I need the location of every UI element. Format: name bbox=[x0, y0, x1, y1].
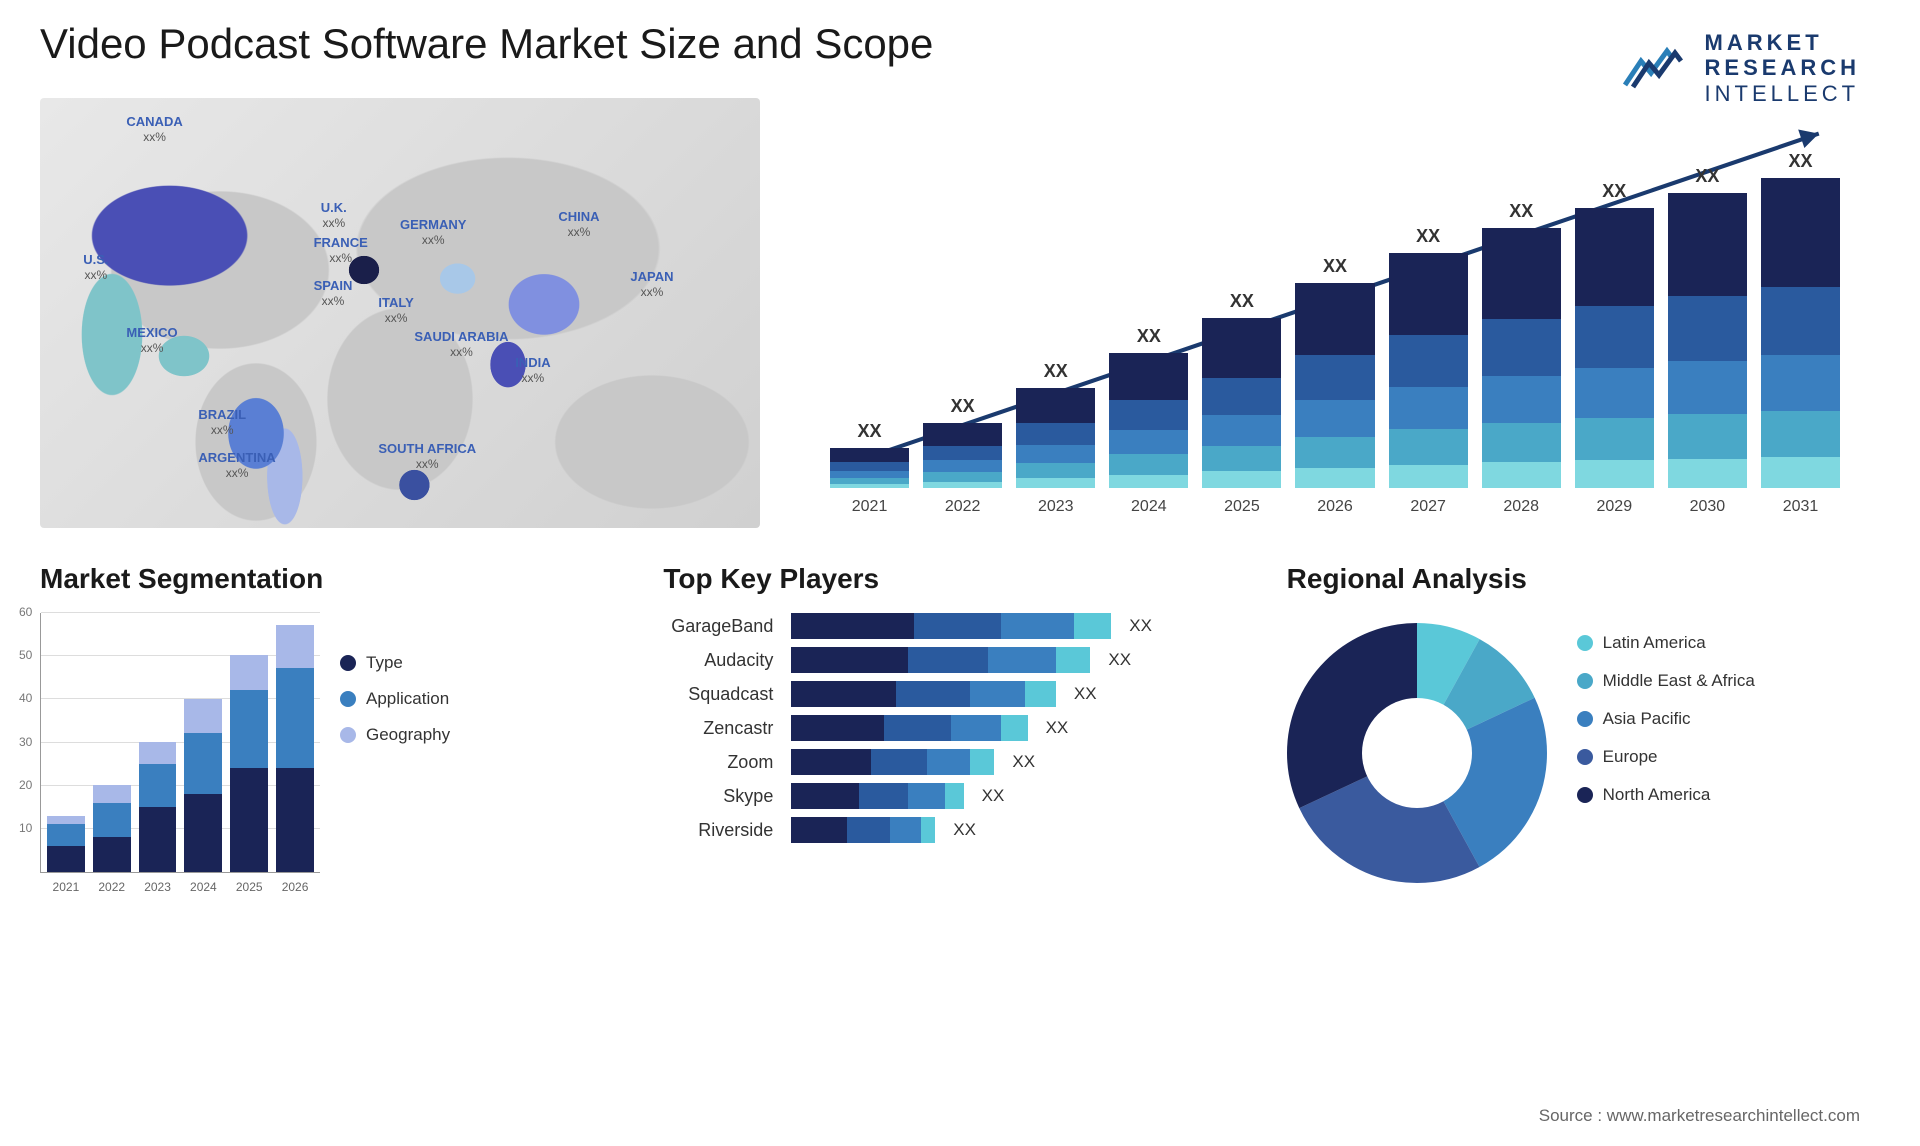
legend-item: North America bbox=[1577, 785, 1755, 805]
map-label: SOUTH AFRICAxx% bbox=[378, 442, 476, 472]
regional-legend: Latin America Middle East & Africa Asia Pa… bbox=[1577, 613, 1755, 805]
legend-item: Geography bbox=[340, 725, 450, 745]
player-row: GarageBandXX bbox=[663, 613, 1256, 639]
world-map-panel: CANADAxx% U.S.xx% MEXICOxx% BRAZILxx% ARGENT… bbox=[40, 98, 760, 528]
segmentation-bar: 2022 bbox=[93, 785, 131, 872]
map-label: SPAINxx% bbox=[314, 279, 353, 309]
segmentation-bar: 2025 bbox=[230, 655, 268, 872]
legend-item: Type bbox=[340, 653, 450, 673]
growth-bar: XX2026 bbox=[1295, 256, 1374, 488]
segmentation-panel: Market Segmentation 10203040506020212022… bbox=[40, 563, 633, 883]
growth-bar: XX2029 bbox=[1575, 181, 1654, 488]
map-label: GERMANYxx% bbox=[400, 218, 466, 248]
legend-item: Middle East & Africa bbox=[1577, 671, 1755, 691]
legend-item: Application bbox=[340, 689, 450, 709]
logo-text: MARKET RESEARCH INTELLECT bbox=[1705, 30, 1860, 106]
map-label: FRANCExx% bbox=[314, 236, 368, 266]
map-label: BRAZILxx% bbox=[198, 408, 246, 438]
players-title: Top Key Players bbox=[663, 563, 1256, 595]
legend-item: Europe bbox=[1577, 747, 1755, 767]
growth-chart-panel: XX2021XX2022XX2023XX2024XX2025XX2026XX20… bbox=[800, 98, 1880, 528]
growth-bar: XX2025 bbox=[1202, 291, 1281, 488]
logo-icon bbox=[1623, 43, 1693, 93]
map-label: JAPANxx% bbox=[630, 270, 673, 300]
player-row: ZencastrXX bbox=[663, 715, 1256, 741]
segmentation-title: Market Segmentation bbox=[40, 563, 633, 595]
player-row: SkypeXX bbox=[663, 783, 1256, 809]
map-label: ITALYxx% bbox=[378, 296, 413, 326]
player-row: AudacityXX bbox=[663, 647, 1256, 673]
player-row: SquadcastXX bbox=[663, 681, 1256, 707]
growth-bar: XX2030 bbox=[1668, 166, 1747, 488]
segmentation-chart: 102030405060202120222023202420252026 bbox=[40, 613, 320, 873]
growth-bar: XX2028 bbox=[1482, 201, 1561, 488]
segmentation-bar: 2026 bbox=[276, 625, 314, 872]
regional-title: Regional Analysis bbox=[1287, 563, 1880, 595]
legend-item: Latin America bbox=[1577, 633, 1755, 653]
player-row: RiversideXX bbox=[663, 817, 1256, 843]
growth-bar: XX2022 bbox=[923, 396, 1002, 488]
players-panel: Top Key Players GarageBandXX AudacityXX Sq… bbox=[663, 563, 1256, 883]
regional-panel: Regional Analysis Latin America Middle Ea… bbox=[1287, 563, 1880, 883]
regional-donut bbox=[1287, 623, 1547, 883]
segmentation-bar: 2024 bbox=[184, 699, 222, 872]
source-attribution: Source : www.marketresearchintellect.com bbox=[1539, 1106, 1860, 1126]
map-label: INDIAxx% bbox=[515, 356, 550, 386]
brand-logo: MARKET RESEARCH INTELLECT bbox=[1623, 30, 1860, 106]
growth-bar: XX2024 bbox=[1109, 326, 1188, 488]
map-label: MEXICOxx% bbox=[126, 326, 177, 356]
players-list: GarageBandXX AudacityXX SquadcastXX Zencast… bbox=[663, 613, 1256, 843]
growth-bar: XX2031 bbox=[1761, 151, 1840, 488]
map-label: CANADAxx% bbox=[126, 115, 182, 145]
growth-bar: XX2027 bbox=[1389, 226, 1468, 488]
map-label: U.K.xx% bbox=[321, 201, 347, 231]
map-label: SAUDI ARABIAxx% bbox=[414, 330, 508, 360]
page-title: Video Podcast Software Market Size and S… bbox=[40, 20, 1880, 68]
growth-bar: XX2023 bbox=[1016, 361, 1095, 488]
growth-bar: XX2021 bbox=[830, 421, 909, 488]
player-row: ZoomXX bbox=[663, 749, 1256, 775]
legend-item: Asia Pacific bbox=[1577, 709, 1755, 729]
growth-bars: XX2021XX2022XX2023XX2024XX2025XX2026XX20… bbox=[830, 148, 1840, 488]
map-label: U.S.xx% bbox=[83, 253, 108, 283]
segmentation-bar: 2023 bbox=[139, 742, 177, 872]
map-label: ARGENTINAxx% bbox=[198, 451, 275, 481]
segmentation-bar: 2021 bbox=[47, 816, 85, 872]
map-label: CHINAxx% bbox=[558, 210, 599, 240]
segmentation-legend: Type Application Geography bbox=[340, 613, 450, 873]
